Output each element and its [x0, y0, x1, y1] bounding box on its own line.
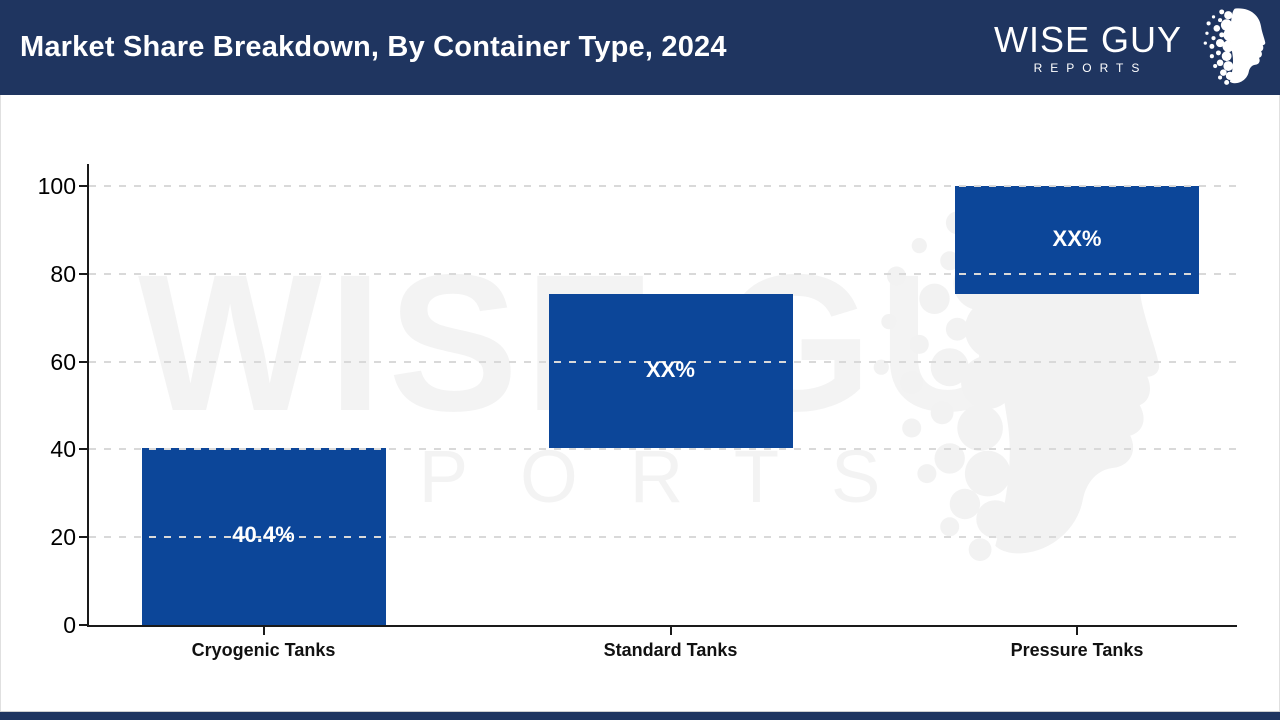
header-bar: Market Share Breakdown, By Container Typ…	[0, 0, 1280, 95]
x-tick-mark	[669, 627, 672, 635]
x-tick-mark	[1076, 627, 1078, 635]
wiseguy-logo-text: WISE GUY REPORTS	[993, 18, 1182, 75]
x-tick-mark	[262, 627, 265, 635]
footer-bar	[0, 712, 1280, 720]
gridline	[89, 360, 1237, 363]
x-category-label: Cryogenic Tanks	[191, 640, 336, 660]
chart-title: Market Share Breakdown, By Container Typ…	[20, 31, 727, 63]
y-tick-label: 100	[37, 173, 76, 199]
y-tick-label: 60	[50, 348, 76, 375]
y-tick-label: 40	[50, 436, 76, 463]
x-axis-spine	[87, 625, 1237, 627]
y-tick-mark	[79, 536, 87, 539]
x-category-label: Pressure Tanks	[1010, 640, 1144, 660]
y-tick-label: 20	[50, 524, 76, 551]
y-tick-label: 80	[50, 260, 76, 287]
footer-divider	[0, 711, 1280, 712]
bar-segment	[548, 293, 793, 448]
bar-value-label: XX%	[646, 356, 695, 382]
logo-reports-subtext: REPORTS	[1033, 60, 1148, 75]
gridline	[89, 536, 1237, 539]
wiseguy-logo: WISE GUY REPORTS	[994, 5, 1266, 91]
wiseguy-face-icon	[1203, 7, 1266, 85]
gridline	[89, 448, 1237, 451]
y-tick-mark	[79, 624, 87, 626]
bar-value-label: 40.4%	[232, 522, 295, 548]
logo-wordmark: WISE GUY	[993, 18, 1182, 60]
y-tick-label: 0	[63, 612, 76, 638]
gridline	[89, 272, 1237, 275]
y-tick-mark	[79, 272, 87, 275]
x-category-label: Standard Tanks	[603, 640, 738, 660]
gridline	[89, 185, 1237, 187]
y-tick-mark	[79, 448, 87, 451]
y-axis-spine	[87, 164, 89, 627]
bar-value-label: XX%	[1052, 225, 1102, 251]
y-tick-mark	[79, 360, 87, 363]
y-tick-mark	[79, 185, 87, 187]
